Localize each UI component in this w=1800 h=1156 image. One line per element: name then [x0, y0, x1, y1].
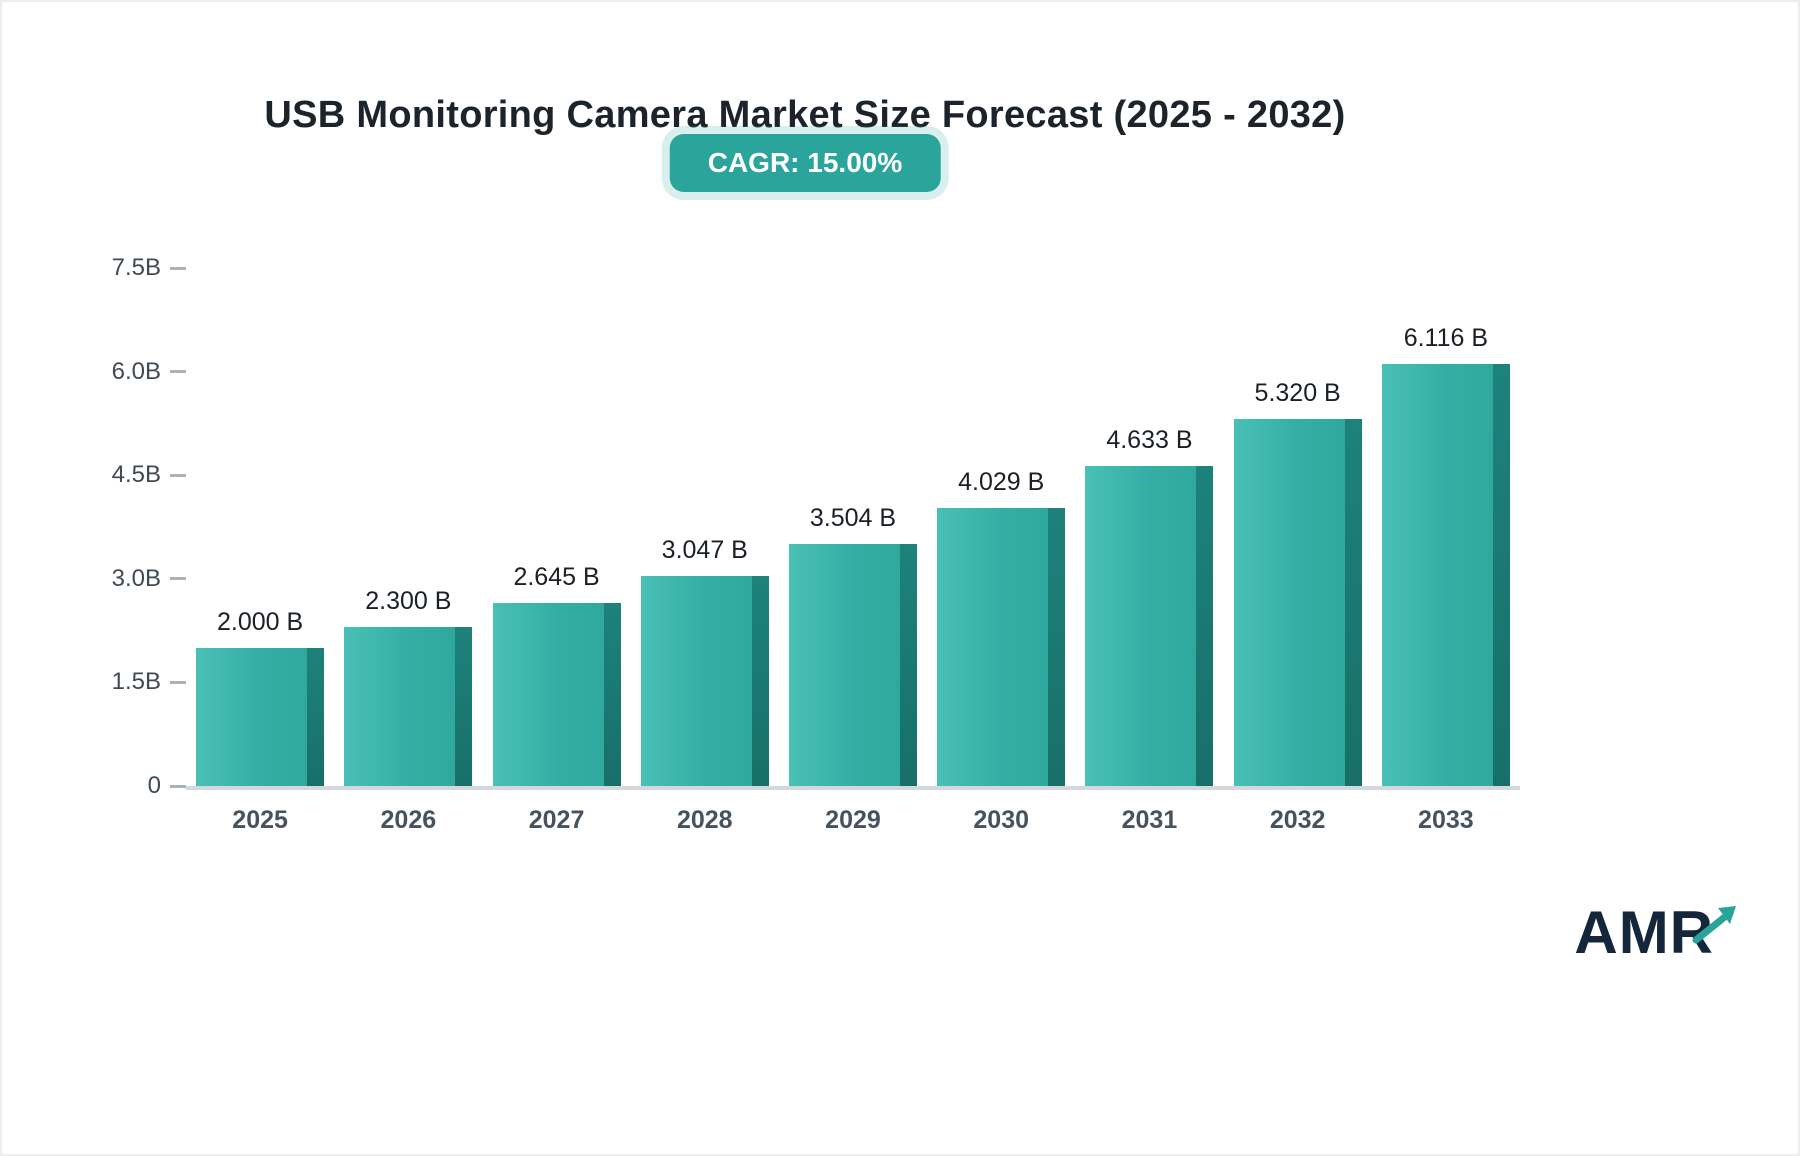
bar-face	[788, 544, 900, 786]
y-tick-label: 6.0B	[111, 357, 161, 385]
bar-value-label: 2.300 B	[365, 587, 452, 615]
bar-face	[344, 627, 456, 786]
x-tick-label: 2029	[825, 806, 881, 834]
bar-group: 3.504 B	[779, 504, 927, 786]
amr-logo: AMR	[1574, 898, 1742, 967]
bar-face	[1085, 466, 1197, 786]
bar-group: 2.645 B	[482, 563, 630, 786]
y-tick: 6.0B	[112, 358, 186, 386]
bar-face	[196, 648, 308, 786]
bar-side-shade	[1196, 466, 1214, 786]
bar-value-label: 2.000 B	[217, 608, 304, 636]
plot-row: 0 1.5B 3.0B 4.5B 6.0B 7.5B 2.000 B 2.300 B 2.64…	[90, 254, 1520, 799]
y-axis: 0 1.5B 3.0B 4.5B 6.0B 7.5B	[90, 254, 186, 799]
x-tick-label: 2031	[1121, 806, 1178, 834]
y-tick-mark	[170, 266, 186, 270]
bar	[196, 648, 325, 786]
bar-face	[937, 508, 1049, 786]
bar	[1085, 466, 1214, 786]
bar	[788, 544, 917, 786]
bar-side-shade	[1048, 508, 1066, 786]
x-axis: 2025 2026 2027 2028 2029 2030 2031 2032 2033	[186, 806, 1520, 835]
bar-side-shade	[455, 627, 473, 786]
bar-group: 2.300 B	[334, 587, 482, 786]
bar-face	[492, 603, 604, 786]
bar-group: 4.633 B	[1075, 426, 1223, 786]
bar-side-shade	[1344, 419, 1362, 786]
bar-group: 3.047 B	[631, 536, 779, 786]
bar-value-label: 5.320 B	[1254, 379, 1341, 407]
bar-group: 5.320 B	[1224, 379, 1372, 786]
bar	[640, 576, 769, 786]
chart-container: USB Monitoring Camera Market Size Foreca…	[90, 2, 1520, 835]
bar-side-shade	[1492, 364, 1510, 786]
y-tick-mark	[170, 577, 186, 581]
y-tick-mark	[170, 370, 186, 374]
y-tick-mark	[170, 473, 186, 477]
bar-value-label: 4.633 B	[1106, 426, 1193, 454]
chart-title: USB Monitoring Camera Market Size Foreca…	[264, 94, 1346, 136]
x-tick-label: 2028	[676, 806, 733, 834]
bar-value-label: 3.047 B	[661, 536, 748, 564]
y-tick-mark	[170, 784, 186, 788]
bar-side-shade	[307, 648, 325, 786]
bar	[492, 603, 621, 786]
bar-group: 2.000 B	[186, 608, 334, 786]
x-tick-label: 2026	[380, 806, 437, 834]
bar	[937, 508, 1066, 786]
y-tick: 7.5B	[112, 254, 186, 282]
bar-value-label: 3.504 B	[809, 504, 897, 532]
x-tick-label: 2030	[973, 806, 1030, 834]
bar	[1233, 419, 1362, 786]
bar-value-label: 6.116 B	[1403, 324, 1489, 352]
bar-side-shade	[899, 544, 917, 786]
y-tick-label: 7.5B	[111, 254, 161, 281]
bar	[1381, 364, 1510, 786]
x-tick-label: 2033	[1418, 806, 1474, 834]
bar	[344, 627, 473, 786]
x-tick-label: 2032	[1269, 806, 1326, 834]
bar-face	[1381, 364, 1493, 786]
bar-side-shade	[603, 603, 621, 786]
bar-value-label: 4.029 B	[958, 468, 1045, 496]
y-tick: 0	[148, 772, 186, 800]
bar-value-label: 2.645 B	[513, 563, 600, 591]
cagr-badge: CAGR: 15.00%	[669, 134, 941, 192]
bar-side-shade	[751, 576, 769, 786]
amr-logo-arrow-icon	[1692, 905, 1736, 943]
x-tick-label: 2027	[528, 806, 585, 834]
y-tick-label: 4.5B	[111, 461, 161, 489]
x-tick-label: 2025	[232, 806, 288, 834]
y-tick-mark	[170, 680, 186, 684]
y-tick: 1.5B	[112, 668, 186, 696]
bar-face	[640, 576, 752, 786]
bar-face	[1233, 419, 1345, 786]
bar-group: 6.116 B	[1372, 324, 1520, 786]
y-tick-label: 1.5B	[111, 668, 161, 696]
y-tick: 4.5B	[112, 461, 186, 489]
amr-logo-text: AMR	[1574, 899, 1714, 966]
bar-group: 4.029 B	[927, 468, 1075, 786]
plot-area: 2.000 B 2.300 B 2.645 B 3.047 B 3.504 B 4.029…	[186, 268, 1520, 790]
y-tick-label: 0	[147, 772, 161, 799]
y-tick-label: 3.0B	[111, 564, 161, 592]
y-tick: 3.0B	[112, 565, 186, 593]
